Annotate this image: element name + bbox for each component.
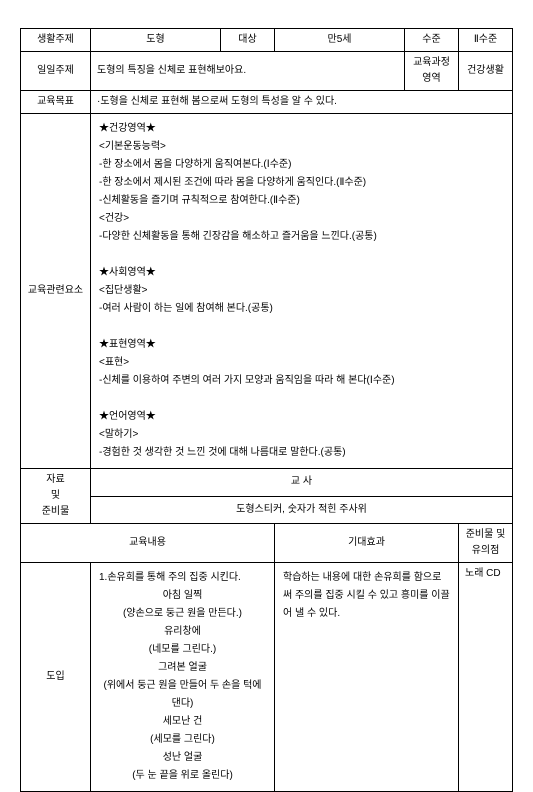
related-body: ★건강영역★ <기본운동능력> -한 장소에서 몸을 다양하게 움직여본다.(Ⅰ… bbox=[91, 114, 513, 469]
social-l1: -여러 사람이 하는 일에 참여해 본다.(공통) bbox=[99, 300, 504, 318]
label-topic: 생활주제 bbox=[21, 29, 91, 52]
lang-l1: -경험한 것 생각한 것 느낀 것에 대해 나름대로 말한다.(공통) bbox=[99, 444, 504, 462]
social-title: ★사회영역★ bbox=[99, 264, 504, 282]
express-l1: -신체를 이용하여 주변의 여러 가지 모양과 움직임을 따라 해 본다(Ⅰ수준… bbox=[99, 372, 504, 390]
col-edu-content: 교육내용 bbox=[21, 524, 275, 563]
label-level: 수준 bbox=[405, 29, 459, 52]
intro-content: 1.손유희를 통해 주의 집중 시킨다. 아침 일찍 (양손으로 둥근 원을 만… bbox=[91, 563, 275, 792]
intro-l7: 세모난 건 bbox=[99, 713, 266, 731]
label-related: 교육관련요소 bbox=[21, 114, 91, 469]
express-title: ★표현영역★ bbox=[99, 336, 504, 354]
label-goal: 교육목표 bbox=[21, 91, 91, 114]
value-topic: 도형 bbox=[91, 29, 221, 52]
label-curriculum-area: 교육과정영역 bbox=[405, 52, 459, 91]
intro-title: 1.손유희를 통해 주의 집중 시킨다. bbox=[99, 569, 266, 587]
health-l2: -한 장소에서 제시된 조건에 따라 몸을 다양하게 움직인다.(Ⅱ수준) bbox=[99, 174, 504, 192]
lesson-plan-table: 생활주제 도형 대상 만5세 수준 Ⅱ수준 일일주제 도형의 특징을 신체로 표… bbox=[20, 28, 513, 792]
health-l1: -한 장소에서 몸을 다양하게 움직여본다.(Ⅰ수준) bbox=[99, 156, 504, 174]
value-curriculum-area: 건강생활 bbox=[459, 52, 513, 91]
lang-title: ★언어영역★ bbox=[99, 408, 504, 426]
health-l4: -다양한 신체활동을 통해 긴장감을 해소하고 즐거움을 느낀다.(공통) bbox=[99, 228, 504, 246]
lang-sub: <말하기> bbox=[99, 426, 504, 444]
value-daily-topic: 도형의 특징을 신체로 표현해보아요. bbox=[91, 52, 405, 91]
intro-l3: 유리창에 bbox=[99, 623, 266, 641]
social-sub: <집단생활> bbox=[99, 282, 504, 300]
intro-l6: (위에서 둥근 원을 만들어 두 손을 턱에 댄다) bbox=[99, 677, 266, 713]
teacher-items: 도형스티커, 숫자가 적힌 주사위 bbox=[91, 496, 513, 524]
intro-l4: (네모를 그린다.) bbox=[99, 641, 266, 659]
col-expected-effect: 기대효과 bbox=[275, 524, 459, 563]
intro-l9: 성난 얼굴 bbox=[99, 749, 266, 767]
stage-intro: 도입 bbox=[21, 563, 91, 792]
health-sub2: <건강> bbox=[99, 210, 504, 228]
label-materials: 자료 및 준비물 bbox=[21, 469, 91, 524]
note-content: 노래 CD bbox=[459, 563, 513, 792]
teacher-label: 교 사 bbox=[91, 469, 513, 497]
intro-l8: (세모를 그린다) bbox=[99, 731, 266, 749]
col-notes: 준비물 및 유의점 bbox=[459, 524, 513, 563]
expected-effect: 학습하는 내용에 대한 손유희를 함으로써 주의를 집중 시킬 수 있고 흥미를… bbox=[275, 563, 459, 792]
intro-l1: 아침 일찍 bbox=[99, 587, 266, 605]
health-l3: -신체활동을 즐기며 규칙적으로 참여한다.(Ⅱ수준) bbox=[99, 192, 504, 210]
value-goal: ·도형을 신체로 표현해 봄으로써 도형의 특성을 알 수 있다. bbox=[91, 91, 513, 114]
health-title: ★건강영역★ bbox=[99, 120, 504, 138]
intro-l2: (양손으로 둥근 원을 만든다.) bbox=[99, 605, 266, 623]
intro-l10: (두 눈 끝을 위로 올린다) bbox=[99, 767, 266, 785]
express-sub: <표현> bbox=[99, 354, 504, 372]
label-target: 대상 bbox=[221, 29, 275, 52]
label-daily-topic: 일일주제 bbox=[21, 52, 91, 91]
health-sub: <기본운동능력> bbox=[99, 138, 504, 156]
value-level: Ⅱ수준 bbox=[459, 29, 513, 52]
value-target: 만5세 bbox=[275, 29, 405, 52]
intro-l5: 그려본 얼굴 bbox=[99, 659, 266, 677]
